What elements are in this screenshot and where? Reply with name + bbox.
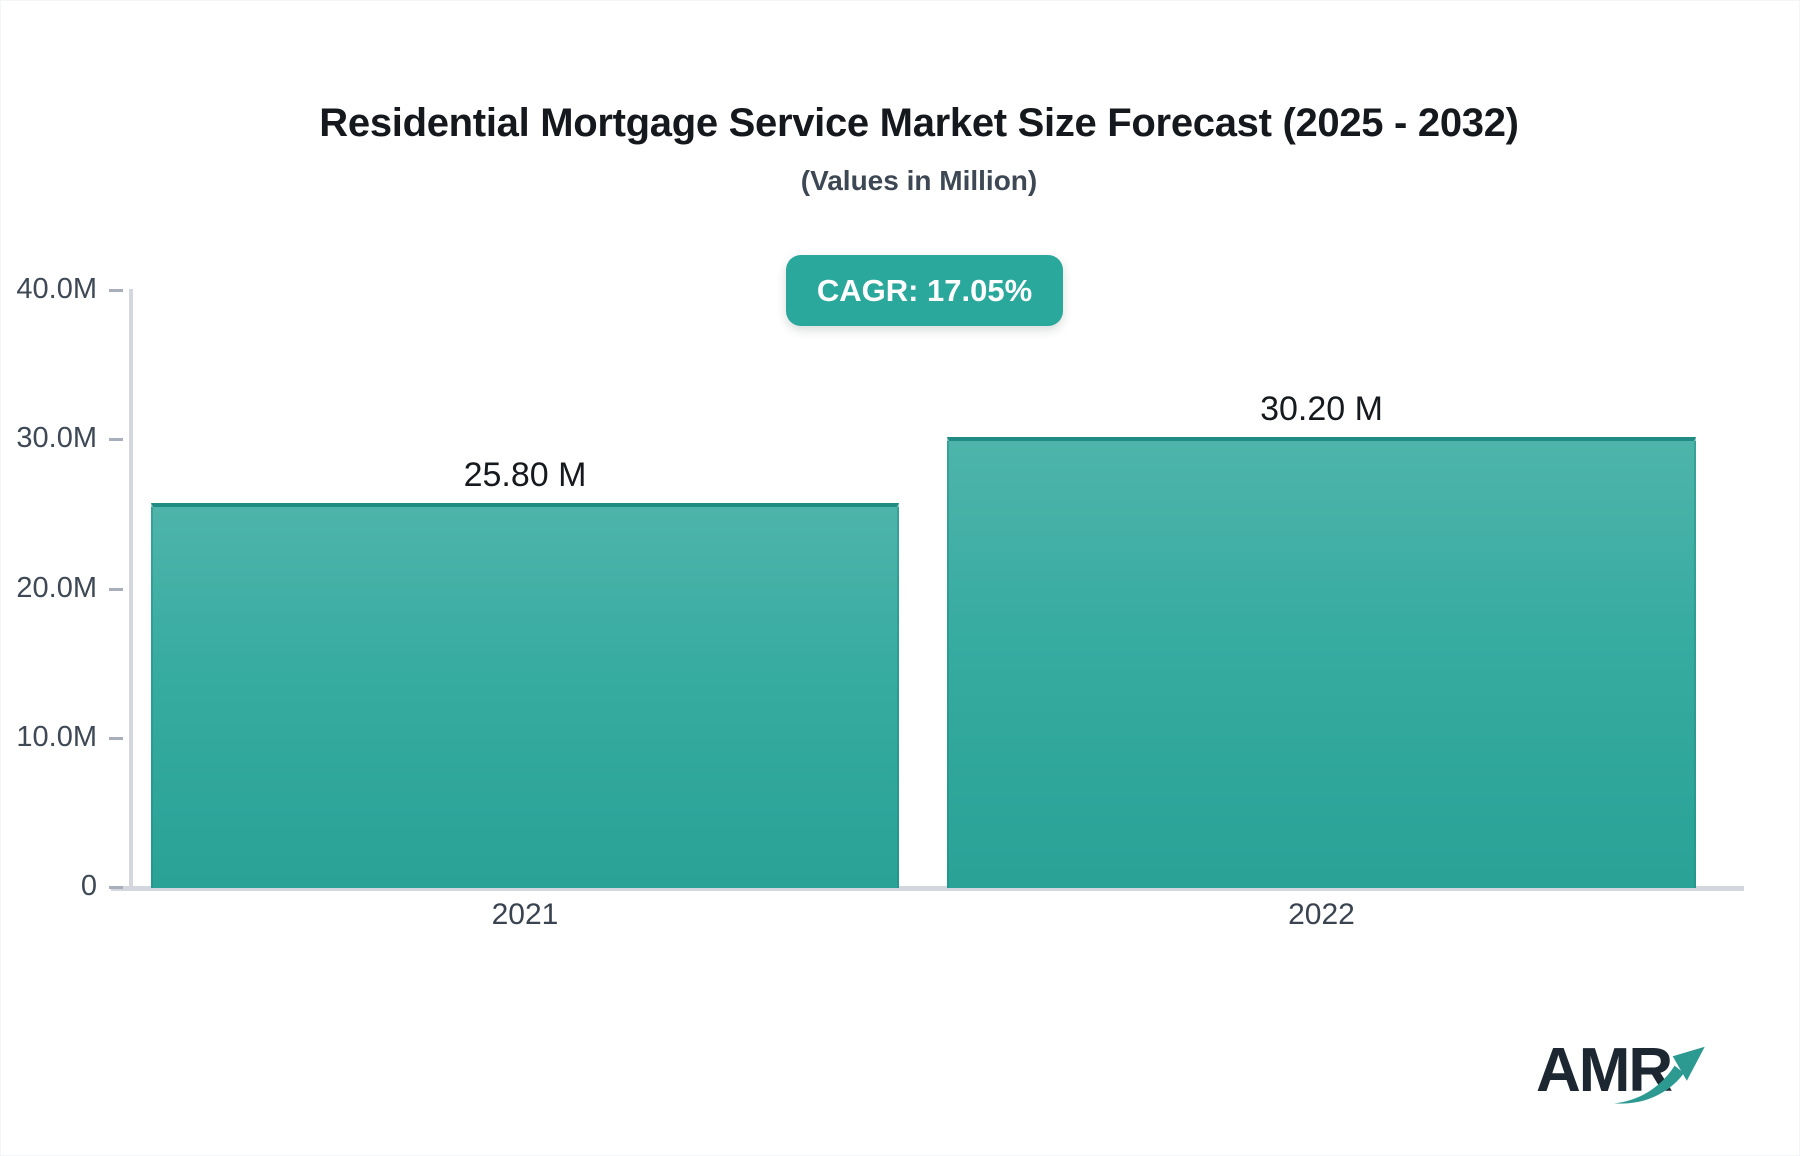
y-tick-dash xyxy=(109,886,123,889)
bar-value-label: 30.20 M xyxy=(1260,390,1383,429)
cagr-badge: CAGR: 17.05% xyxy=(786,255,1063,326)
y-axis-line xyxy=(129,289,133,890)
y-tick-dash xyxy=(109,737,123,740)
bar-2022[interactable]: 30.20 M xyxy=(947,390,1696,888)
y-tick-dash xyxy=(109,438,123,441)
x-axis-label-2021: 2021 xyxy=(491,898,559,931)
x-axis-label-2022: 2022 xyxy=(1288,898,1355,931)
bar-2021[interactable]: 25.80 M xyxy=(151,456,899,888)
chart-title: Residential Mortgage Service Market Size… xyxy=(319,101,1519,145)
bar-value-label: 25.80 M xyxy=(463,455,587,494)
chart-subtitle: (Values in Million) xyxy=(800,165,1038,196)
y-tick-label: 20.0M xyxy=(16,572,97,604)
y-tick-label: 30.0M xyxy=(16,422,97,454)
y-tick-label: 10.0M xyxy=(16,721,97,753)
amr-logo: AMR xyxy=(1536,1033,1721,1123)
y-tick-dash xyxy=(109,289,123,292)
y-tick-label: 0 xyxy=(80,870,97,902)
y-tick-dash xyxy=(109,588,123,591)
growth-arrow-icon xyxy=(1614,1046,1705,1104)
plot-area: 25.80 M 30.20 M xyxy=(133,291,1744,888)
y-tick-label: 40.0M xyxy=(16,273,97,305)
x-axis-line xyxy=(111,886,1744,891)
